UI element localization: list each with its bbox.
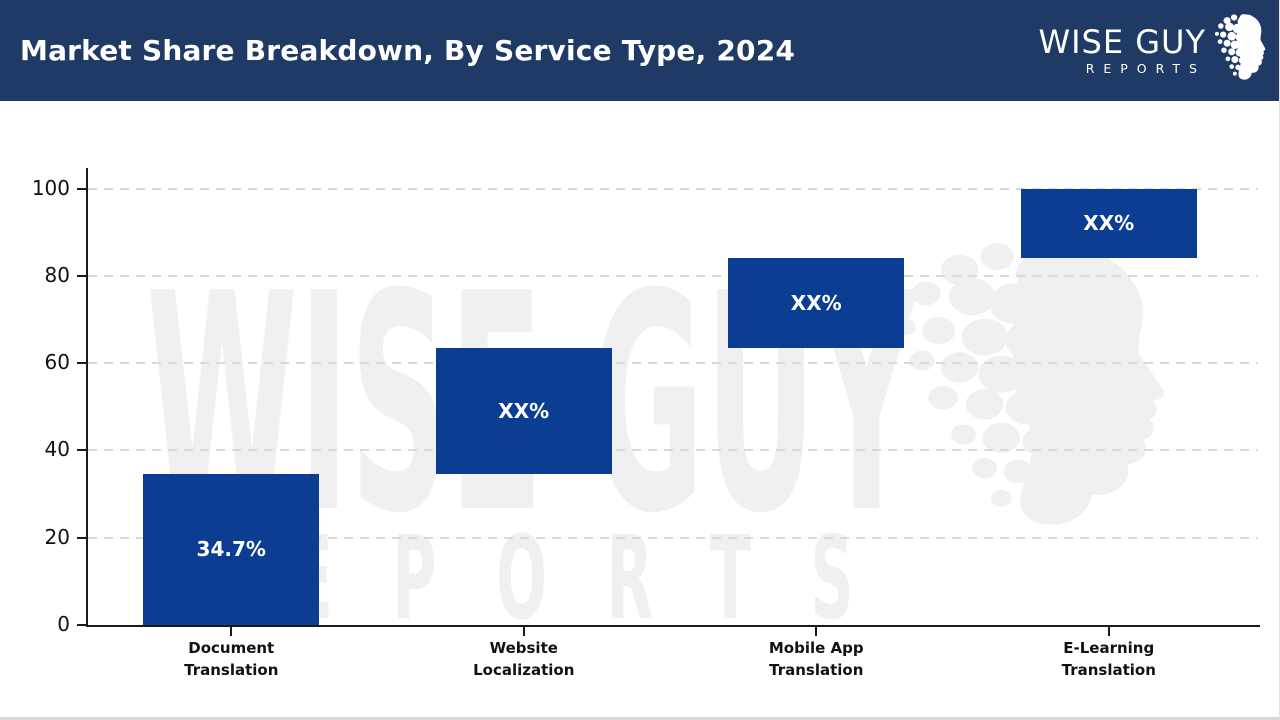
bar-value-label: XX% xyxy=(790,291,842,316)
bar: XX% xyxy=(1020,188,1197,259)
gridline xyxy=(88,274,1258,277)
x-axis-category-label: Website Localization xyxy=(473,639,575,679)
bar: 34.7% xyxy=(143,473,320,625)
y-axis-tick-label: 60 xyxy=(44,349,70,374)
y-tick-mark xyxy=(77,449,86,452)
x-axis-category-label: Mobile App Translation xyxy=(768,639,864,679)
y-axis-tick-label: 0 xyxy=(57,611,70,636)
y-tick-mark xyxy=(77,624,86,626)
logo-text: WISE GUY REPORTS xyxy=(1038,26,1206,76)
wiseguy-logo: WISE GUY REPORTS xyxy=(1038,12,1266,90)
bar-value-label: 34.7% xyxy=(196,537,266,562)
chart-canvas: WISE GUY REPORTS 0 20 40 60 80 100 34.7% Docume… xyxy=(0,101,1279,717)
header: Market Share Breakdown, By Service Type,… xyxy=(0,0,1279,101)
gridline xyxy=(88,536,1258,539)
y-tick-mark xyxy=(77,187,86,190)
x-axis-category-label: E-Learning Translation xyxy=(1061,639,1156,679)
x-tick-mark xyxy=(230,627,233,636)
gridline xyxy=(88,449,1258,452)
bar: XX% xyxy=(728,258,905,348)
logo-sub-text: REPORTS xyxy=(1085,60,1206,76)
logo-brand-text: WISE GUY xyxy=(1038,22,1206,61)
y-axis-tick-label: 20 xyxy=(44,524,70,549)
y-tick-mark xyxy=(77,536,86,539)
x-axis-category-label: Document Translation xyxy=(184,639,279,679)
page-title: Market Share Breakdown, By Service Type,… xyxy=(20,34,796,67)
x-tick-mark xyxy=(1107,627,1110,636)
bar-value-label: XX% xyxy=(498,398,550,423)
y-tick-mark xyxy=(77,274,86,277)
x-tick-mark xyxy=(815,627,818,636)
y-tick-mark xyxy=(77,362,86,365)
gridline xyxy=(88,362,1258,365)
bar: XX% xyxy=(435,347,612,474)
plot-area: 0 20 40 60 80 100 34.7% Document Translation XX%… xyxy=(32,168,1260,679)
bar-value-label: XX% xyxy=(1083,211,1135,236)
gridline xyxy=(88,187,1258,190)
y-axis-tick-label: 80 xyxy=(44,262,70,287)
wiseguy-head-icon xyxy=(1210,12,1266,90)
x-axis-line xyxy=(86,625,1260,627)
y-axis-line xyxy=(86,168,88,627)
x-tick-mark xyxy=(522,627,525,636)
y-axis-tick-label: 100 xyxy=(31,175,70,200)
y-axis-tick-label: 40 xyxy=(44,437,70,462)
